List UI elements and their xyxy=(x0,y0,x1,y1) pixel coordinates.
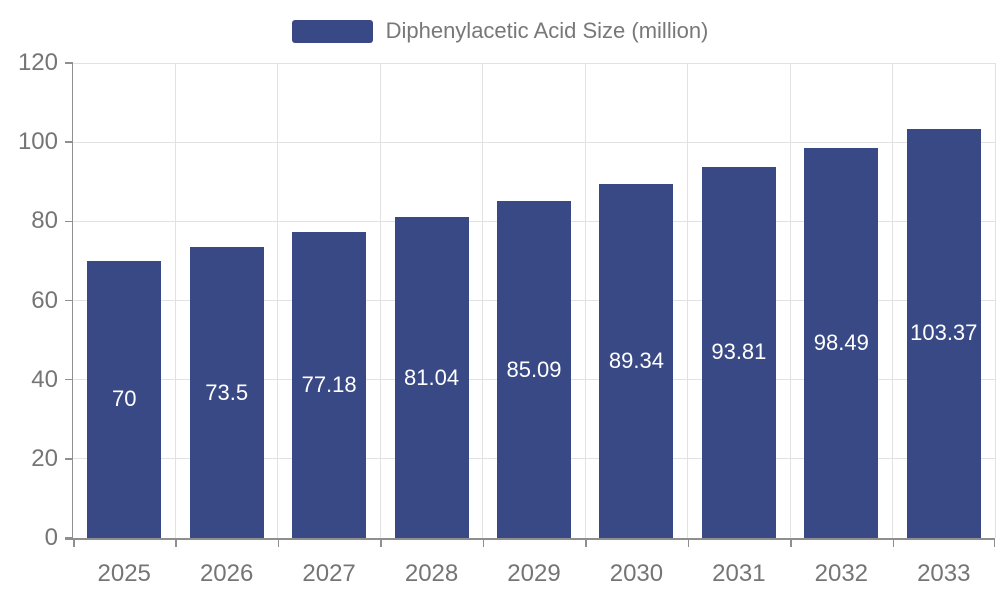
x-axis-tick-label: 2031 xyxy=(712,560,766,587)
bar-value-label: 77.18 xyxy=(301,372,357,398)
x-axis-tick xyxy=(993,538,995,547)
plot-area: 0 20 40 60 80 100 120 2025 70 2026 73.5 2027 77.18 20… xyxy=(18,50,996,587)
x-axis-tick-label: 2026 xyxy=(199,560,254,587)
legend-label: Diphenylacetic Acid Size (million) xyxy=(385,18,709,43)
legend-swatch xyxy=(291,19,373,43)
bar-2027[interactable]: 77.18 xyxy=(292,232,367,538)
y-axis-tick xyxy=(65,458,73,460)
x-axis-tick xyxy=(73,538,75,547)
bar-value-label: 98.49 xyxy=(813,330,869,356)
bar-2033[interactable]: 103.37 xyxy=(906,128,981,538)
x-axis-tick xyxy=(482,538,485,547)
bar-2026[interactable]: 73.5 xyxy=(189,247,264,538)
x-axis-tick xyxy=(790,538,792,547)
y-axis-tick-label: 80 xyxy=(31,207,58,235)
bar-value-label: 103.37 xyxy=(910,320,978,346)
bar-value-label: 89.34 xyxy=(608,348,664,374)
y-axis-tick xyxy=(65,62,73,64)
x-axis-tick-label: 2029 xyxy=(507,560,561,587)
bar-value-label: 73.5 xyxy=(205,379,249,405)
y-axis-tick-label: 0 xyxy=(44,524,58,551)
gridline-v xyxy=(994,63,996,538)
bar-2031[interactable]: 93.81 xyxy=(701,166,776,538)
x-axis-tick-label: 2025 xyxy=(97,560,151,587)
x-axis-tick xyxy=(687,538,690,547)
y-axis-tick-label: 40 xyxy=(31,365,58,393)
y-axis-tick xyxy=(65,378,73,381)
gridline-h xyxy=(73,141,995,143)
gridline-h xyxy=(73,62,995,64)
x-axis-tick-label: 2032 xyxy=(814,560,869,587)
x-axis-tick xyxy=(585,538,587,547)
y-axis-tick xyxy=(65,141,73,143)
x-axis-tick xyxy=(277,538,280,547)
y-axis-tick-label: 120 xyxy=(17,49,58,76)
y-axis-tick-label: 20 xyxy=(31,444,58,472)
bar-value-label: 81.04 xyxy=(404,364,460,390)
x-axis-tick-label: 2030 xyxy=(609,560,664,587)
legend-item[interactable]: Diphenylacetic Acid Size (million) xyxy=(0,18,1000,43)
y-axis-tick xyxy=(65,220,73,223)
x-axis-tick-label: 2028 xyxy=(404,560,459,587)
x-axis-tick-label: 2027 xyxy=(302,560,356,587)
bar-2028[interactable]: 81.04 xyxy=(394,217,469,538)
x-axis-tick xyxy=(175,538,177,547)
x-axis-tick xyxy=(380,538,382,547)
bar-value-label: 70 xyxy=(111,386,137,412)
bar-2032[interactable]: 98.49 xyxy=(804,148,879,538)
y-axis-tick-label: 60 xyxy=(31,286,58,314)
x-axis-tick xyxy=(892,538,895,547)
x-axis-tick-label: 2033 xyxy=(917,560,971,587)
x-axis-line xyxy=(65,538,995,540)
y-axis-tick xyxy=(65,299,73,302)
bar-2029[interactable]: 85.09 xyxy=(497,201,571,538)
bar-value-label: 85.09 xyxy=(506,356,562,382)
y-axis-tick-label: 100 xyxy=(17,128,58,156)
bar-2025[interactable]: 70 xyxy=(87,260,162,538)
bar-value-label: 93.81 xyxy=(711,339,767,365)
bar-2030[interactable]: 89.34 xyxy=(599,184,674,538)
y-axis-line xyxy=(71,63,73,539)
